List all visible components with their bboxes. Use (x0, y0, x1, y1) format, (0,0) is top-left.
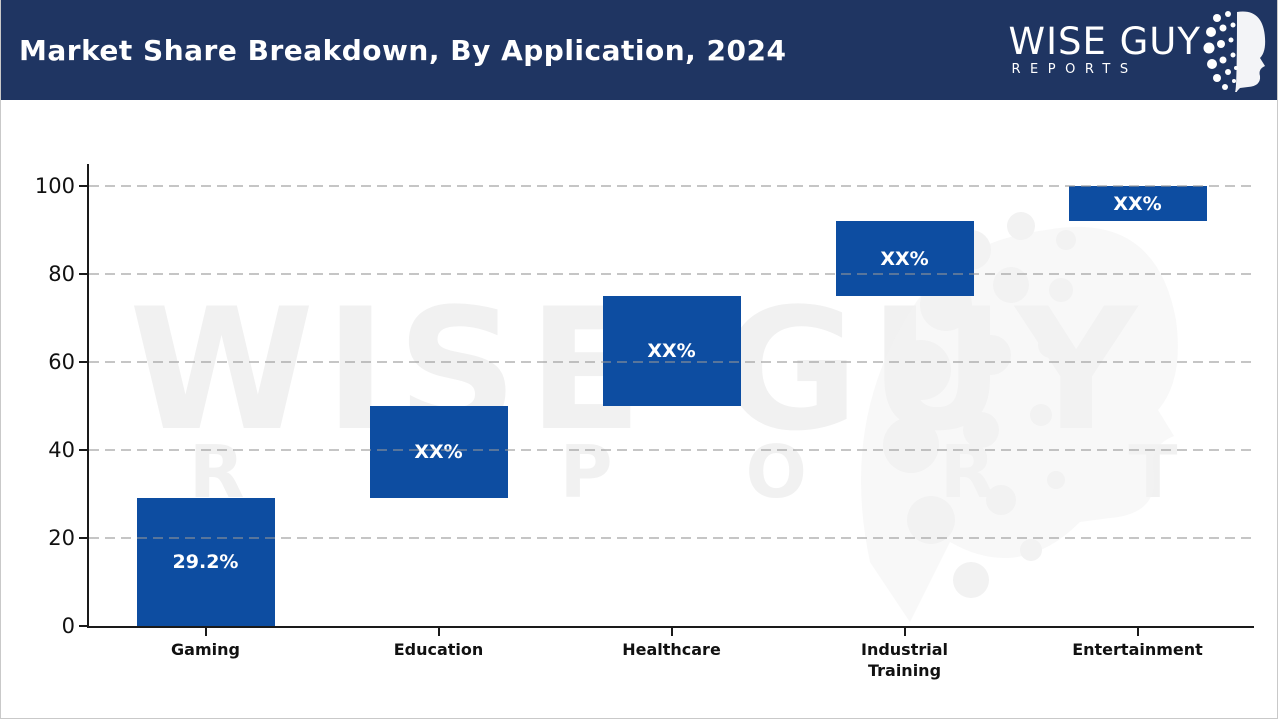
chart-plot-area: 0 20 40 60 80 100 29.2% Gaming XX% Education XX% He… (1, 100, 1277, 718)
x-axis-tick (437, 628, 440, 636)
bar-value-label: 29.2% (172, 550, 239, 573)
logo-reports-label: REPORTS (1011, 62, 1138, 78)
logo: WISE GUY REPORTS (1009, 8, 1267, 92)
y-axis-tick (79, 625, 87, 627)
bar-education: XX% (369, 406, 508, 498)
y-axis-tick-label: 20 (48, 526, 75, 550)
header-bar: Market Share Breakdown, By Application, … (1, 0, 1277, 100)
y-axis-tick-label: 60 (48, 350, 75, 374)
y-axis-tick-label: 100 (34, 174, 75, 198)
x-axis-category-label: Healthcare (622, 640, 721, 659)
x-axis-tick (204, 628, 207, 636)
gridline (89, 185, 1254, 187)
y-axis-tick-label: 80 (48, 262, 75, 286)
bar-value-label: XX% (647, 340, 696, 362)
y-axis-tick-label: 0 (61, 614, 75, 638)
x-axis-tick (1136, 628, 1139, 636)
y-axis-tick (79, 273, 87, 275)
x-axis-category-label: Education (393, 640, 484, 659)
x-axis-category-label: Gaming (171, 640, 240, 659)
x-axis-tick (903, 628, 906, 636)
y-axis-tick (79, 361, 87, 363)
y-axis-tick-label: 40 (48, 438, 75, 462)
page-title: Market Share Breakdown, By Application, … (19, 34, 787, 67)
y-axis-tick (79, 537, 87, 539)
logo-face-icon (1203, 11, 1266, 92)
x-axis-category-label: Entertainment (1072, 640, 1203, 659)
bar-gaming: 29.2% (136, 497, 275, 626)
x-axis-line (87, 626, 1254, 628)
gridline (89, 537, 1254, 539)
bar-value-label: XX% (1113, 192, 1162, 215)
logo-text: WISE GUY REPORTS (1008, 19, 1201, 78)
x-axis-category-label: Industrial Training (860, 640, 948, 680)
bar-healthcare: XX% (602, 296, 741, 406)
watermark-face-icon (861, 212, 1178, 622)
logo-wiseguy-label: WISE GUY (1008, 19, 1201, 63)
y-axis-tick (79, 185, 87, 187)
y-axis-line (87, 164, 89, 628)
bar-entertainment: XX% (1068, 186, 1207, 222)
y-axis-tick (79, 449, 87, 451)
bar-industrial-training: XX% (835, 221, 974, 296)
gridline (89, 273, 1254, 275)
bar-value-label: XX% (880, 247, 929, 270)
bar-value-label: XX% (414, 440, 463, 463)
gridline (89, 449, 1254, 451)
gridline (89, 361, 1254, 363)
x-axis-tick (670, 628, 673, 636)
